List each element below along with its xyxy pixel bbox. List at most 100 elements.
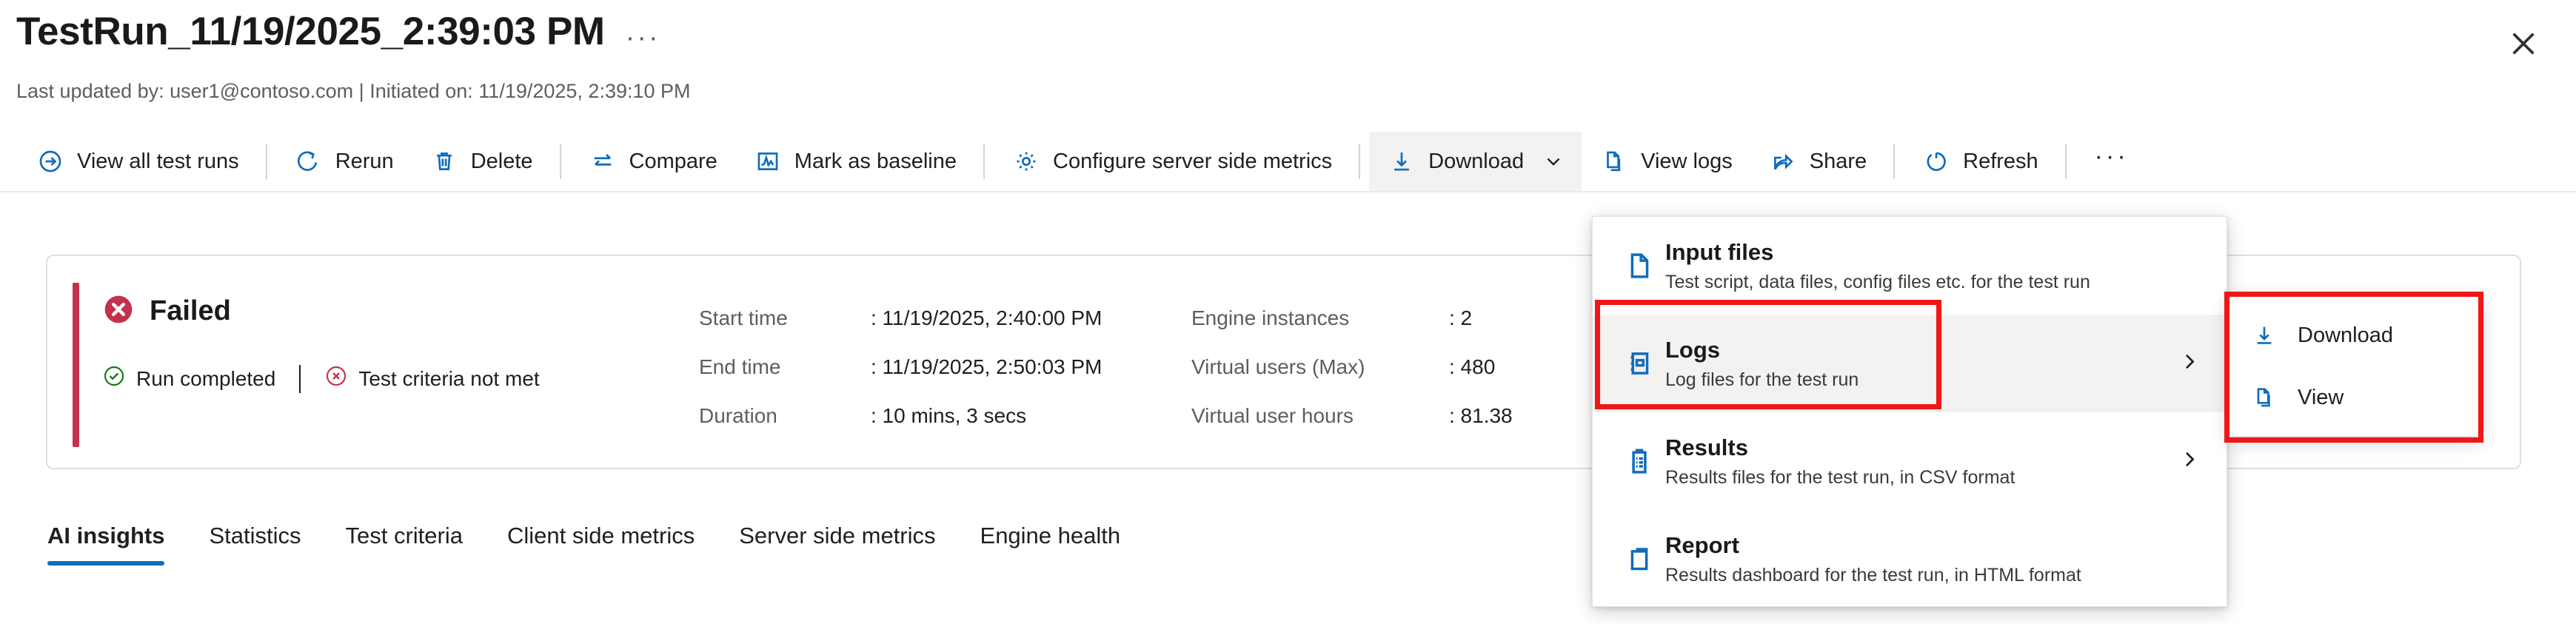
tab-client-side-metrics[interactable]: Client side metrics: [485, 523, 717, 566]
tab-test-criteria[interactable]: Test criteria: [323, 523, 484, 566]
toolbar-divider: [1359, 144, 1361, 179]
status-accent-bar: [73, 283, 79, 447]
menu-item-title: Logs: [1665, 336, 1721, 363]
chevron-down-icon: [1543, 151, 1564, 172]
report-folder-icon: [1613, 543, 1665, 574]
metric-row: End time : 11/19/2025, 2:50:03 PM: [699, 355, 1102, 379]
metric-value: : 2: [1449, 306, 1473, 329]
close-button[interactable]: [2499, 21, 2548, 70]
tab-server-side-metrics[interactable]: Server side metrics: [717, 523, 957, 566]
submenu-item-view[interactable]: View: [2229, 366, 2480, 429]
metric-key: Start time: [699, 306, 788, 329]
metric-key: Virtual user hours: [1191, 404, 1354, 427]
metric-value: : 81.38: [1449, 404, 1513, 427]
view-logs-button[interactable]: View logs: [1582, 132, 1750, 191]
page-title: TestRun_11/19/2025_2:39:03 PM: [16, 10, 605, 53]
toolbar-divider: [2064, 144, 2067, 179]
compare-button[interactable]: Compare: [570, 132, 735, 191]
toolbar-label: Share: [1809, 149, 1867, 173]
share-icon: [1768, 147, 1798, 176]
chevron-right-icon: [2178, 350, 2201, 378]
tab-label: Client side metrics: [506, 523, 695, 548]
detail-tabs: AI insights Statistics Test criteria Cli…: [25, 523, 1143, 566]
menu-item-input-files[interactable]: Input files Test script, data files, con…: [1593, 217, 2227, 315]
criteria-chip: Test criteria not met: [324, 364, 540, 393]
metrics-column-1: Start time : 11/19/2025, 2:40:00 PM End …: [699, 306, 1102, 428]
rerun-button[interactable]: Rerun: [276, 132, 412, 191]
toolbar-divider: [1893, 144, 1896, 179]
metrics-column-2: Engine instances : 2 Virtual users (Max)…: [1191, 306, 1513, 428]
menu-item-title: Report: [1665, 531, 1739, 558]
view-all-test-runs-button[interactable]: View all test runs: [18, 132, 257, 191]
menu-item-report[interactable]: Report Results dashboard for the test ru…: [1593, 510, 2227, 608]
close-icon: [2509, 29, 2538, 62]
metric-row: Virtual users (Max) : 480: [1191, 355, 1513, 379]
logs-submenu: Download View: [2229, 295, 2480, 437]
page-title-row: TestRun_11/19/2025_2:39:03 PM ···: [16, 9, 660, 54]
download-menu-button[interactable]: Download: [1369, 132, 1582, 191]
check-circle-icon: [102, 364, 126, 393]
metric-value: : 11/19/2025, 2:50:03 PM: [871, 355, 1103, 378]
trash-icon: [429, 147, 459, 176]
clipboard-list-icon: [1613, 446, 1665, 477]
toolbar-label: Delete: [470, 149, 533, 173]
command-bar: View all test runs Rerun Delete Compare: [0, 132, 2576, 192]
failed-circle-icon: [102, 293, 135, 329]
status-badge: Failed: [102, 293, 231, 329]
toolbar-divider: [983, 144, 986, 179]
chevron-right-icon: [2178, 448, 2201, 475]
tab-label: Test criteria: [345, 523, 463, 548]
page-subtitle: Last updated by: user1@contoso.com | Ini…: [16, 80, 691, 102]
delete-button[interactable]: Delete: [412, 132, 551, 191]
toolbar-label: View all test runs: [77, 149, 239, 173]
download-icon: [2249, 323, 2280, 347]
metric-row: Duration : 10 mins, 3 secs: [699, 404, 1102, 428]
arrow-right-circle-icon: [36, 147, 65, 176]
menu-item-desc: Test script, data files, config files et…: [1665, 271, 2090, 292]
menu-item-desc: Results files for the test run, in CSV f…: [1665, 466, 2015, 488]
menu-item-desc: Results dashboard for the test run, in H…: [1665, 564, 2081, 586]
metric-key: Engine instances: [1191, 306, 1350, 329]
compare-arrows-icon: [588, 147, 618, 176]
metric-row: Start time : 11/19/2025, 2:40:00 PM: [699, 306, 1102, 330]
tab-ai-insights[interactable]: AI insights: [25, 523, 187, 566]
tab-label: Statistics: [209, 523, 301, 548]
chart-baseline-icon: [753, 147, 783, 176]
criteria-label: Test criteria not met: [358, 366, 540, 390]
tab-label: AI insights: [47, 523, 165, 548]
gear-icon: [1011, 147, 1041, 176]
tab-statistics[interactable]: Statistics: [187, 523, 323, 566]
toolbar-divider: [559, 144, 561, 179]
mark-as-baseline-button[interactable]: Mark as baseline: [735, 132, 974, 191]
run-completed-label: Run completed: [136, 366, 276, 390]
toolbar-overflow-button[interactable]: ···: [2094, 141, 2129, 170]
run-completed-chip: Run completed: [102, 364, 275, 393]
share-button[interactable]: Share: [1750, 132, 1884, 191]
metric-key: Duration: [699, 404, 777, 427]
menu-item-desc: Log files for the test run: [1665, 369, 1859, 390]
logs-icon: [1613, 348, 1665, 379]
rerun-icon: [294, 147, 324, 176]
title-more-button[interactable]: ···: [625, 22, 660, 54]
toolbar-divider: [265, 144, 267, 179]
tab-engine-health[interactable]: Engine health: [958, 523, 1143, 566]
toolbar-label: Refresh: [1963, 149, 2038, 173]
refresh-button[interactable]: Refresh: [1904, 132, 2056, 191]
menu-item-title: Input files: [1665, 238, 1774, 265]
toolbar-label: View logs: [1641, 149, 1733, 173]
metric-value: : 11/19/2025, 2:40:00 PM: [871, 306, 1103, 329]
configure-server-side-metrics-button[interactable]: Configure server side metrics: [994, 132, 1350, 191]
status-text: Failed: [150, 295, 231, 326]
document-copy-icon: [1599, 147, 1629, 176]
refresh-icon: [1921, 147, 1951, 176]
menu-item-results[interactable]: Results Results files for the test run, …: [1593, 412, 2227, 510]
metric-value: : 10 mins, 3 secs: [871, 404, 1027, 427]
menu-item-logs[interactable]: Logs Log files for the test run: [1593, 315, 2227, 412]
menu-item-title: Results: [1665, 434, 1748, 460]
toolbar-label: Rerun: [335, 149, 394, 173]
submenu-item-download[interactable]: Download: [2229, 304, 2480, 366]
toolbar-label: Configure server side metrics: [1053, 149, 1333, 173]
detail-divider: [299, 364, 301, 393]
status-detail-row: Run completed Test criteria not met: [102, 364, 540, 393]
